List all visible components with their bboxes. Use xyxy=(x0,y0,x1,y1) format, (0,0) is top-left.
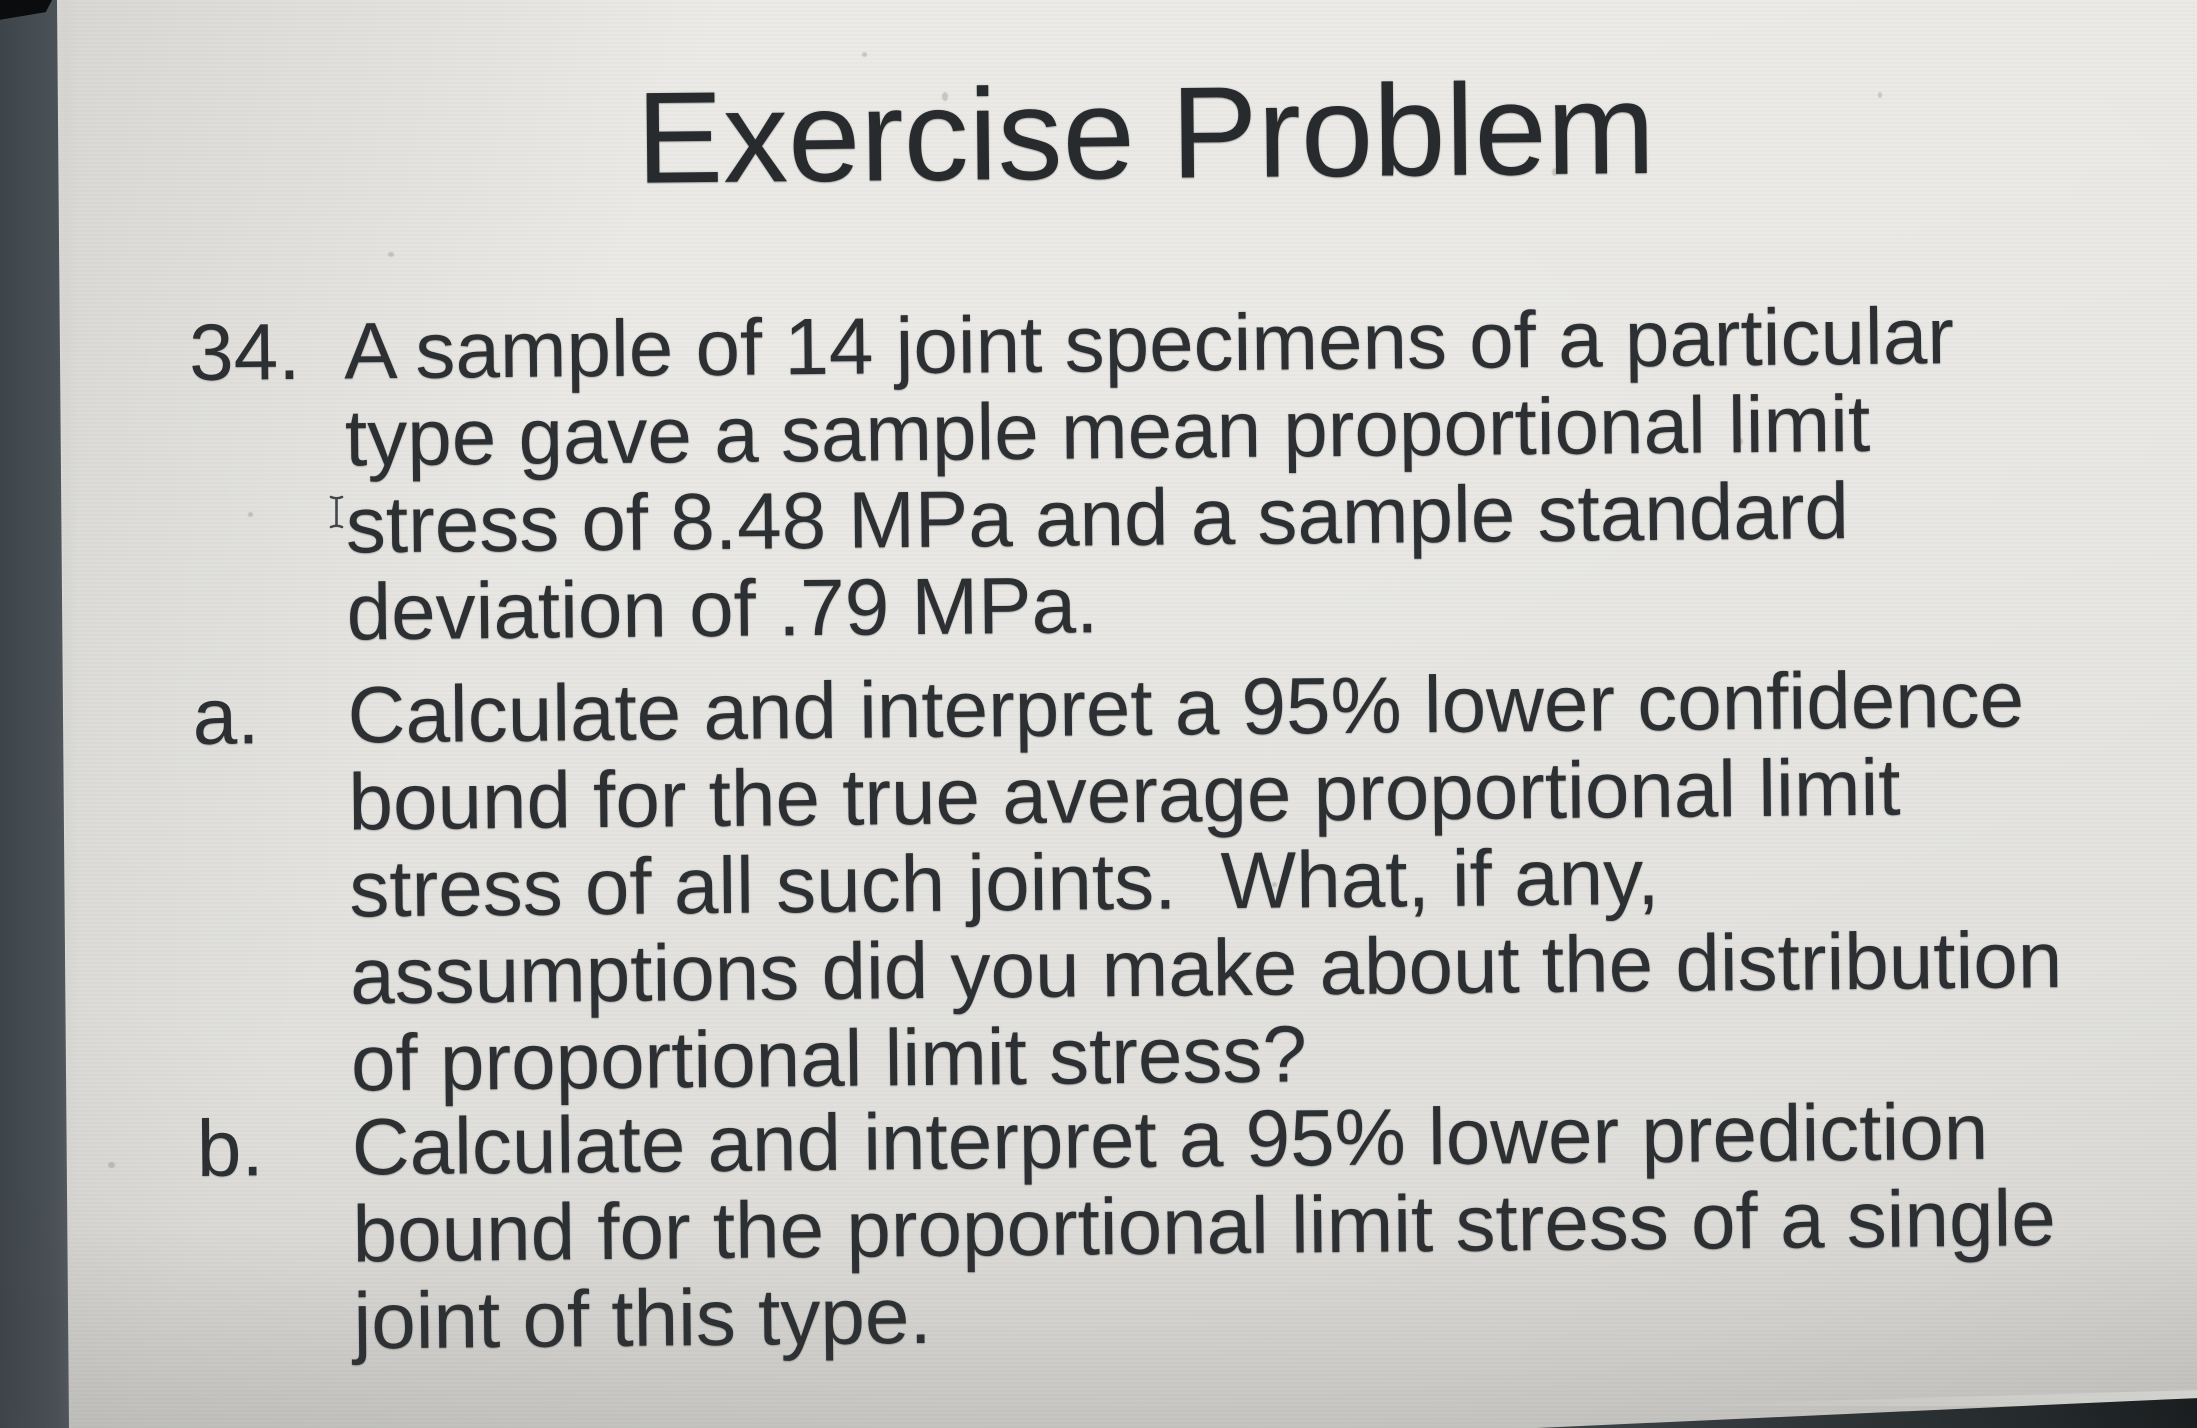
ibeam-text-cursor-icon xyxy=(329,495,344,529)
problem-number: 34. xyxy=(188,306,301,398)
part-a-item: a. Calculate and interpret a 95% lower c… xyxy=(192,654,2063,1108)
problem-text-line: type gave a sample mean proportional lim… xyxy=(344,378,1871,483)
slide-title: Exercise Problem xyxy=(635,54,1656,211)
part-a-text-line: assumptions did you make about the distr… xyxy=(349,915,2063,1021)
slide-content: Exercise Problem 34. A sample of 14 join… xyxy=(54,0,2197,1428)
part-a-label: a. xyxy=(192,671,260,761)
problem-text-line: deviation of .79 MPa. xyxy=(346,560,1099,657)
part-b-text: Calculate and interpret a 95% lower pred… xyxy=(351,1087,2057,1366)
part-b-item: b. Calculate and interpret a 95% lower p… xyxy=(196,1087,2057,1366)
problem-text-line: stress of 8.48 MPa and a sample standard xyxy=(345,466,1850,570)
screen-left-bezel xyxy=(0,0,69,1428)
part-a-text: Calculate and interpret a 95% lower conf… xyxy=(347,654,2063,1107)
part-b-label: b. xyxy=(196,1103,264,1193)
problem-item-34: 34. A sample of 14 joint specimens of a … xyxy=(188,291,1957,657)
problem-text: A sample of 14 joint specimens of a part… xyxy=(343,291,1957,657)
part-b-text-line: bound for the proportional limit stress … xyxy=(352,1173,2057,1279)
part-a-text-line: bound for the true average proportional … xyxy=(348,742,1901,847)
part-b-text-line: joint of this type. xyxy=(353,1270,932,1366)
problem-text-line: A sample of 14 joint specimens of a part… xyxy=(343,291,1955,396)
